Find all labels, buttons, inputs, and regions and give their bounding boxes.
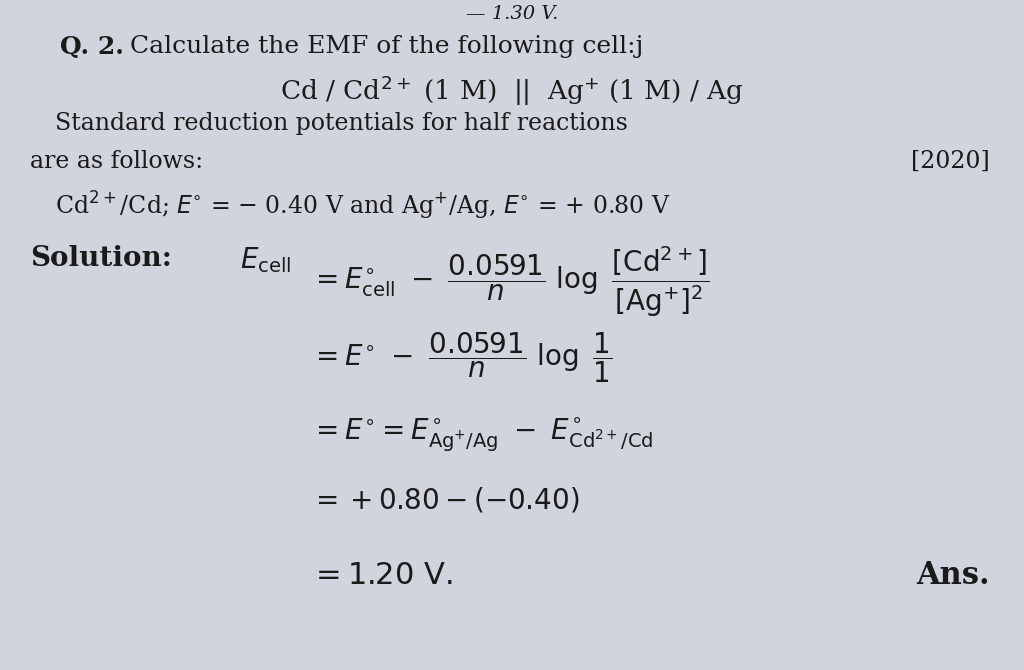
Text: $= 1.20\ \rm V.$: $= 1.20\ \rm V.$ — [310, 560, 453, 591]
Text: [2020]: [2020] — [911, 150, 990, 173]
Text: Ans.: Ans. — [916, 560, 990, 591]
Text: — 1.30 V.: — 1.30 V. — [466, 5, 558, 23]
Text: $= \it{E}^{\circ}_{\rm cell}\ -\ \dfrac{0.0591}{n}\ \log\ \dfrac{[\rm Cd^{2+}]}{: $= \it{E}^{\circ}_{\rm cell}\ -\ \dfrac{… — [310, 245, 710, 320]
Text: Solution:: Solution: — [30, 245, 172, 272]
Text: Cd$^{2+}$/Cd; $\it{E}$$^{\circ}$ = $-$ 0.40 V and Ag$^{+}$/Ag, $\it{E}$$^{\circ}: Cd$^{2+}$/Cd; $\it{E}$$^{\circ}$ = $-$ 0… — [55, 190, 671, 222]
Text: Standard reduction potentials for half reactions: Standard reduction potentials for half r… — [55, 112, 628, 135]
Text: Calculate the EMF of the following cell:j: Calculate the EMF of the following cell:… — [130, 35, 643, 58]
Text: $= \it{E}^{\circ}\ -\ \dfrac{0.0591}{n}\ \log\ \dfrac{1}{1}$: $= \it{E}^{\circ}\ -\ \dfrac{0.0591}{n}\… — [310, 330, 612, 385]
Text: $\it{E}_{\rm cell}$: $\it{E}_{\rm cell}$ — [240, 245, 291, 275]
Text: $= \it{E}^{\circ} = \it{E}^{\circ}_{\rm Ag^{+}/Ag}\ -\ \it{E}^{\circ}_{\rm Cd^{2: $= \it{E}^{\circ} = \it{E}^{\circ}_{\rm … — [310, 415, 653, 454]
Text: $= +0.80 - (-0.40)$: $= +0.80 - (-0.40)$ — [310, 485, 580, 514]
Text: Cd / Cd$^{2+}$ (1 M)  ||  Ag$^{+}$ (1 M) / Ag: Cd / Cd$^{2+}$ (1 M) || Ag$^{+}$ (1 M) /… — [280, 73, 744, 107]
Text: are as follows:: are as follows: — [30, 150, 203, 173]
Text: Q. 2.: Q. 2. — [60, 35, 124, 59]
